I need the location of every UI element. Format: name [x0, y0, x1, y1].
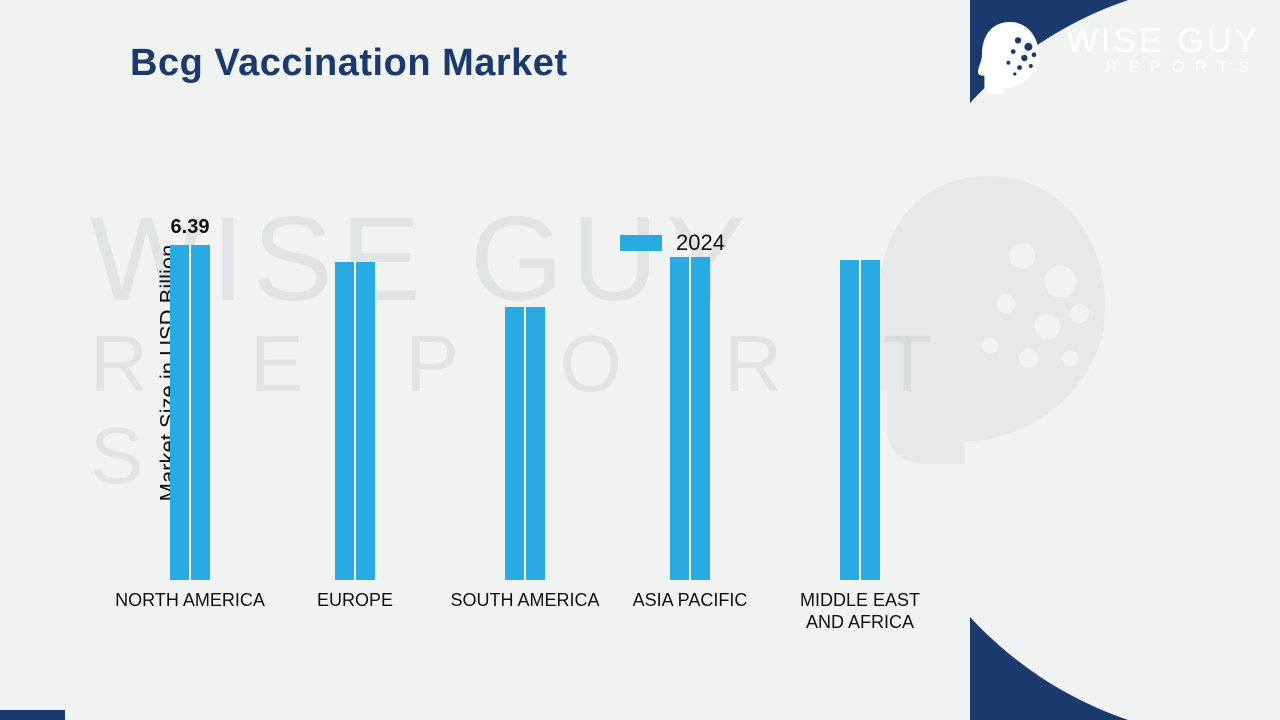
bar-midline — [689, 257, 691, 580]
legend-label: 2024 — [676, 230, 725, 256]
category-label: MIDDLE EAST AND AFRICA — [785, 590, 935, 633]
brand-logo-text: WISE GUY REPORTS — [1066, 22, 1260, 77]
bar-midline — [189, 245, 191, 580]
chart-canvas: WISE GUY R E P O R T S Bcg Vaccination M… — [0, 0, 1280, 720]
bar-midline — [524, 307, 526, 580]
category-label: EUROPE — [280, 590, 430, 612]
bar-midline — [859, 260, 861, 580]
plot-area: 6.39NORTH AMERICAEUROPESOUTH AMERICAASIA… — [110, 160, 930, 580]
brand-line2: REPORTS — [1066, 59, 1260, 77]
legend-swatch — [620, 235, 662, 251]
bottom-accent-bar — [0, 710, 65, 720]
legend: 2024 — [620, 230, 725, 256]
brand-line1: WISE GUY — [1066, 22, 1260, 61]
brand-head-icon — [970, 18, 1050, 98]
bar-midline — [354, 262, 356, 580]
category-label: ASIA PACIFIC — [615, 590, 765, 612]
chart-title: Bcg Vaccination Market — [130, 42, 568, 85]
category-label: SOUTH AMERICA — [450, 590, 600, 612]
category-label: NORTH AMERICA — [115, 590, 265, 612]
bar-value-label: 6.39 — [171, 216, 210, 239]
